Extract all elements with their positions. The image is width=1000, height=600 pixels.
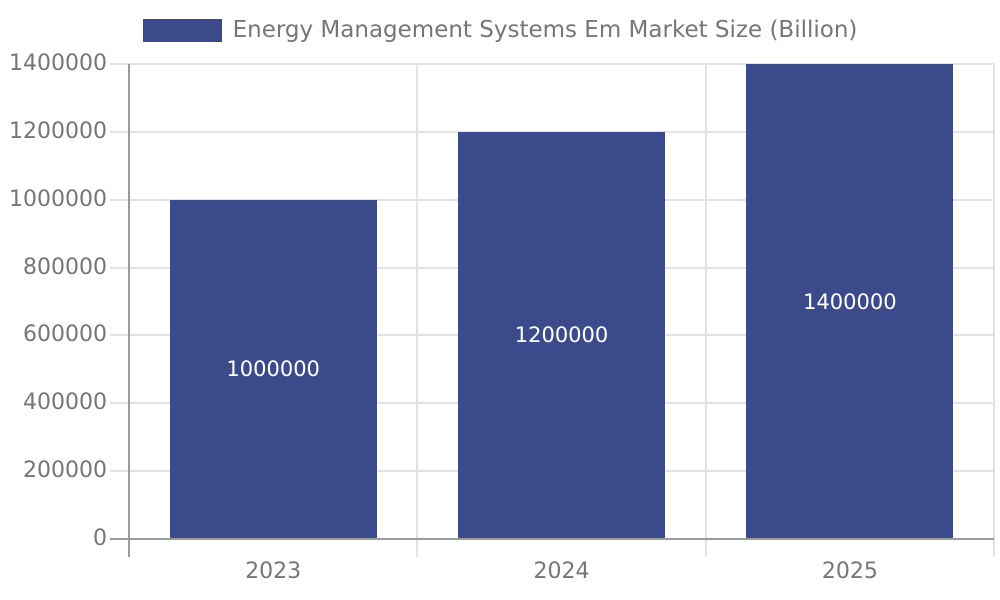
y-axis-tick [110, 266, 129, 269]
x-gridline [993, 64, 995, 557]
y-axis-line [128, 64, 130, 557]
y-gridline [129, 63, 994, 65]
x-gridline [416, 64, 419, 557]
x-axis-tick-label: 2023 [245, 559, 302, 584]
y-axis-tick-label: 800000 [23, 254, 107, 280]
y-axis-tick [110, 402, 129, 405]
y-axis-tick-label: 0 [93, 526, 107, 551]
x-axis-tick-label: 2024 [533, 559, 590, 584]
bar-2025 [746, 64, 954, 539]
x-axis-line [110, 538, 994, 540]
y-axis-tick [110, 470, 129, 473]
y-axis-tick-label: 600000 [23, 322, 107, 348]
bar-2023 [169, 199, 377, 539]
y-axis-tick [110, 63, 129, 65]
x-gridline [704, 64, 707, 557]
y-axis-tick [110, 334, 129, 337]
y-axis-tick-label: 1400000 [9, 51, 107, 76]
y-axis-tick-label: 1200000 [9, 118, 107, 144]
y-axis-tick-label: 400000 [23, 390, 107, 416]
bar-value-label: 1400000 [803, 289, 897, 314]
x-axis-tick-label: 2025 [821, 559, 878, 584]
y-axis-tick [110, 130, 129, 133]
chart-legend: Energy Management Systems Em Market Size… [0, 15, 1000, 45]
y-axis-tick [110, 198, 129, 201]
bar-value-label: 1000000 [226, 357, 320, 382]
bar-2024 [458, 131, 665, 539]
legend-swatch [142, 18, 222, 42]
y-axis-tick-label: 200000 [23, 458, 107, 484]
y-axis-tick-label: 1000000 [9, 186, 107, 212]
chart-title: Energy Management Systems Em Market Size… [232, 17, 858, 43]
bar-value-label: 1200000 [514, 323, 609, 348]
